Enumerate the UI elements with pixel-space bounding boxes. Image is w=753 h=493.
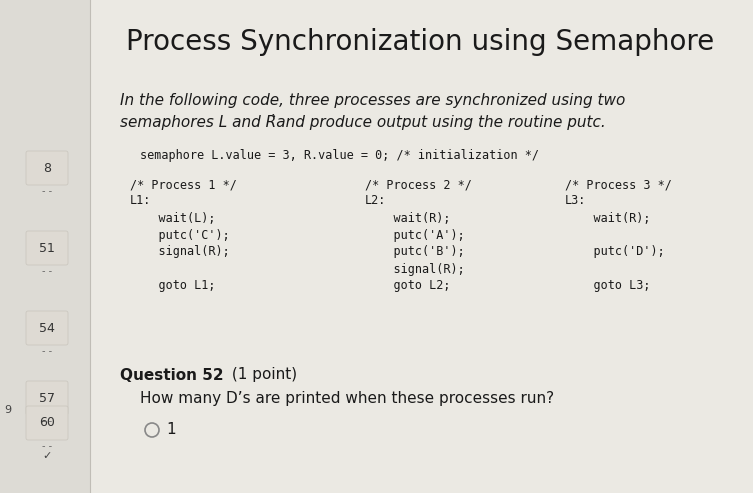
Text: putc('A');: putc('A'); bbox=[365, 228, 465, 242]
Text: Question 52: Question 52 bbox=[120, 367, 224, 383]
Text: signal(R);: signal(R); bbox=[365, 262, 465, 276]
Text: wait(L);: wait(L); bbox=[130, 211, 215, 224]
FancyBboxPatch shape bbox=[0, 0, 90, 493]
FancyBboxPatch shape bbox=[26, 231, 68, 265]
Text: - -: - - bbox=[42, 441, 52, 451]
Text: goto L3;: goto L3; bbox=[565, 280, 651, 292]
Text: goto L2;: goto L2; bbox=[365, 280, 450, 292]
Text: /* Process 3 */: /* Process 3 */ bbox=[565, 178, 672, 191]
Text: L1:: L1: bbox=[130, 195, 151, 208]
Text: L3:: L3: bbox=[565, 195, 587, 208]
FancyBboxPatch shape bbox=[90, 0, 753, 493]
Text: 60: 60 bbox=[39, 417, 55, 429]
Text: - -: - - bbox=[42, 186, 52, 196]
Text: 51: 51 bbox=[39, 242, 55, 254]
Text: 54: 54 bbox=[39, 321, 55, 334]
Text: 57: 57 bbox=[39, 391, 55, 404]
Text: /* Process 2 */: /* Process 2 */ bbox=[365, 178, 472, 191]
Text: (1 point): (1 point) bbox=[227, 367, 297, 383]
FancyBboxPatch shape bbox=[26, 406, 68, 440]
Text: - -: - - bbox=[42, 266, 52, 276]
Text: - -: - - bbox=[42, 416, 52, 426]
Text: L2:: L2: bbox=[365, 195, 386, 208]
Text: 9: 9 bbox=[5, 405, 11, 415]
Text: goto L1;: goto L1; bbox=[130, 280, 215, 292]
Text: How many D’s are printed when these processes run?: How many D’s are printed when these proc… bbox=[140, 390, 554, 406]
Text: wait(R);: wait(R); bbox=[365, 211, 450, 224]
Text: Process Synchronization using Semaphore: Process Synchronization using Semaphore bbox=[126, 28, 714, 56]
Text: 8: 8 bbox=[43, 162, 51, 175]
FancyBboxPatch shape bbox=[26, 151, 68, 185]
Text: semaphores L and R̀and produce output using the routine putc.: semaphores L and R̀and produce output us… bbox=[120, 114, 605, 130]
Text: signal(R);: signal(R); bbox=[130, 246, 230, 258]
Text: In the following code, three processes are synchronized using two: In the following code, three processes a… bbox=[120, 93, 626, 107]
Text: /* Process 1 */: /* Process 1 */ bbox=[130, 178, 237, 191]
Text: putc('B');: putc('B'); bbox=[365, 246, 465, 258]
Text: wait(R);: wait(R); bbox=[565, 211, 651, 224]
Text: 1: 1 bbox=[166, 423, 175, 437]
Text: putc('C');: putc('C'); bbox=[130, 228, 230, 242]
FancyBboxPatch shape bbox=[26, 381, 68, 415]
Text: ✓: ✓ bbox=[42, 451, 52, 461]
FancyBboxPatch shape bbox=[26, 311, 68, 345]
Text: - -: - - bbox=[42, 346, 52, 356]
Text: putc('D');: putc('D'); bbox=[565, 246, 665, 258]
Text: semaphore L.value = 3, R.value = 0; /* initialization */: semaphore L.value = 3, R.value = 0; /* i… bbox=[140, 148, 539, 162]
